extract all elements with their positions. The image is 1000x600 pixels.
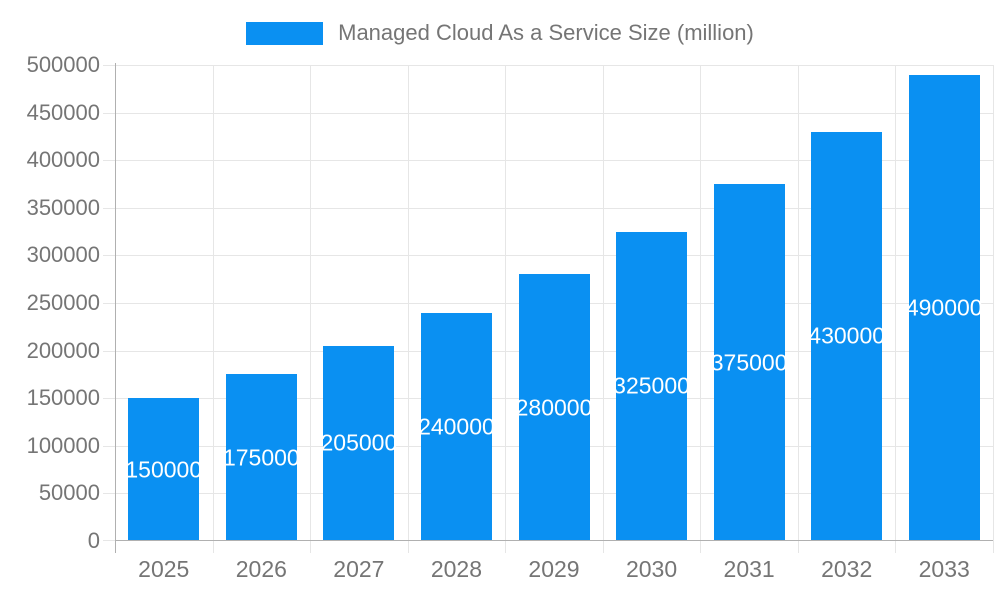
bar[interactable]: [128, 398, 200, 540]
x-axis-line: [115, 540, 993, 541]
gridline-x: [895, 65, 897, 553]
y-axis-tick-label: 450000: [26, 99, 100, 125]
gridline-x: [310, 65, 312, 553]
bar-value-label: 375000: [710, 349, 788, 375]
y-axis-tick: [103, 540, 115, 541]
bar[interactable]: [616, 231, 688, 540]
y-axis-tick-label: 400000: [26, 147, 100, 173]
x-axis-tick-label: 2030: [625, 556, 678, 582]
gridline-x: [505, 65, 507, 553]
y-axis-tick-label: 350000: [26, 194, 100, 220]
bar[interactable]: [811, 131, 883, 540]
y-axis-tick-label: 200000: [26, 337, 100, 363]
x-axis-tick-label: 2028: [430, 556, 483, 582]
bar-value-label: 150000: [125, 456, 203, 483]
legend-item[interactable]: Managed Cloud As a Service Size (million…: [246, 20, 754, 46]
chart-title: Managed Cloud As a Service Size (million…: [338, 20, 754, 45]
gridline-y: [103, 65, 993, 66]
gridline-x: [407, 65, 409, 553]
gridline-x: [700, 65, 702, 553]
bar[interactable]: [225, 374, 297, 540]
bar[interactable]: [518, 274, 590, 540]
gridline-y: [103, 207, 993, 209]
gridline-x: [212, 65, 214, 553]
x-axis-tick-label: 2029: [528, 556, 580, 582]
x-axis-tick-label: 2027: [333, 556, 385, 582]
bar-value-label: 430000: [808, 322, 886, 349]
x-axis-tick-label: 2032: [821, 556, 873, 582]
x-axis-tick-label: 2031: [723, 556, 775, 582]
y-axis-tick-label: 150000: [26, 385, 100, 411]
legend: Managed Cloud As a Service Size (million…: [0, 20, 1000, 46]
bar-value-label: 325000: [613, 372, 690, 399]
bar[interactable]: [323, 345, 395, 540]
bar-value-label: 205000: [320, 429, 398, 456]
y-axis-line: [115, 63, 116, 553]
y-axis-tick-label: 0: [87, 528, 100, 553]
y-axis-tick-label: 100000: [26, 432, 100, 458]
bar[interactable]: [713, 184, 785, 540]
gridline-y: [103, 255, 993, 257]
bar[interactable]: [420, 312, 492, 540]
y-axis-tick-label: 250000: [26, 290, 100, 315]
gridline-x: [602, 65, 604, 553]
gridline-x: [993, 65, 994, 553]
bar[interactable]: [908, 74, 980, 540]
y-axis-tick-label: 300000: [26, 242, 100, 268]
x-axis-tick-label: 2033: [918, 556, 970, 582]
bar-value-label: 490000: [905, 294, 983, 321]
plot-area: 150000 175000 205000 240000 280000 325000 3750…: [103, 63, 994, 553]
gridline-y: [103, 160, 993, 162]
legend-swatch: [246, 21, 324, 45]
bar-value-label: 240000: [418, 413, 495, 440]
gridline-x: [797, 65, 799, 553]
y-axis-tick-label: 500000: [26, 52, 100, 77]
x-axis: 2025 2026 2027 2028 2029 2030 2031 2032 2033: [115, 556, 993, 586]
x-axis-tick-label: 2025: [138, 556, 190, 582]
bar-value-label: 280000: [515, 394, 593, 421]
y-axis-tick-label: 50000: [38, 480, 100, 506]
x-axis-tick-label: 2026: [235, 556, 287, 582]
bar-value-label: 175000: [222, 444, 300, 471]
gridline-y: [103, 112, 993, 114]
y-axis: 0 50000 100000 150000 200000 250000 300000 3500…: [0, 52, 100, 553]
